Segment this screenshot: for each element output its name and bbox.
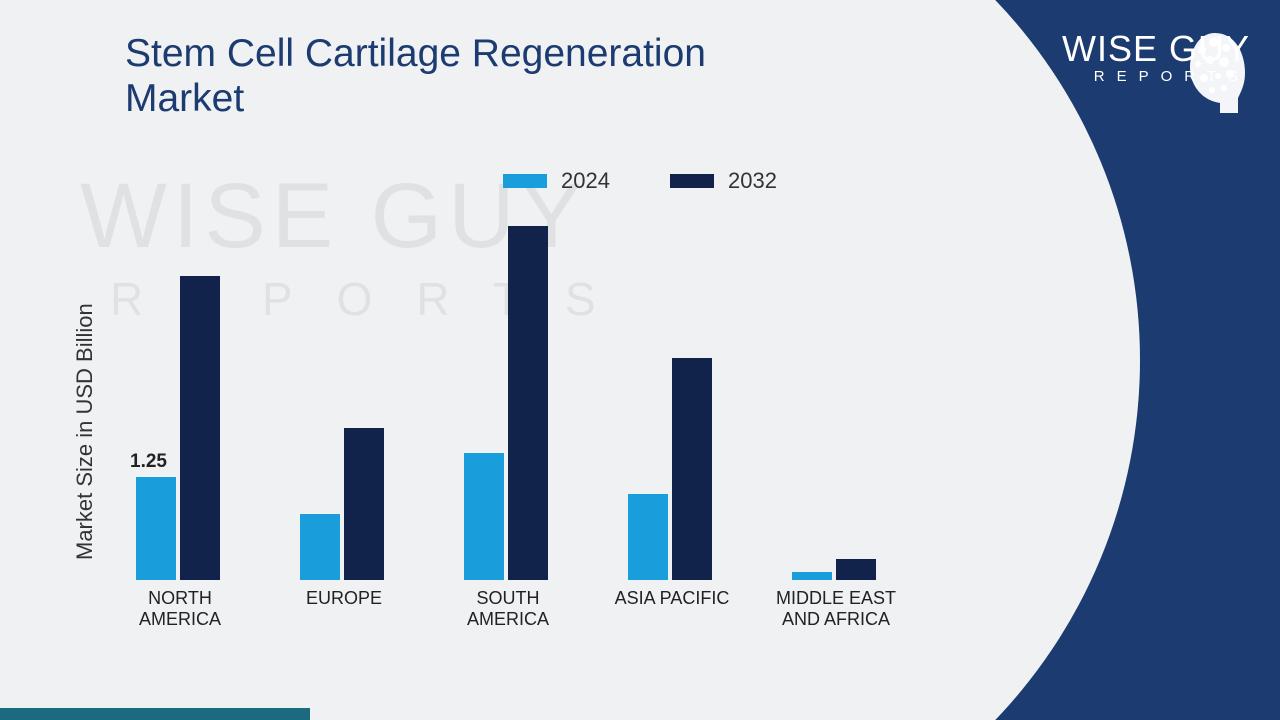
bar	[508, 226, 548, 580]
chart-canvas: WISE GUY REPORTS Stem Cell Cartilage Reg…	[0, 0, 1280, 720]
legend-label: 2024	[561, 168, 610, 194]
category-label: SOUTH AMERICA	[438, 580, 578, 629]
bar	[836, 559, 876, 580]
bar-value-label: 1.25	[130, 451, 167, 473]
bar	[180, 276, 220, 580]
bar	[344, 428, 384, 580]
legend-item: 2032	[670, 168, 777, 194]
category-label: EUROPE	[274, 580, 414, 609]
bar	[300, 514, 340, 580]
category-label: ASIA PACIFIC	[602, 580, 742, 609]
y-axis-label: Market Size in USD Billion	[72, 303, 98, 560]
category-label: NORTH AMERICA	[110, 580, 250, 629]
legend-item: 2024	[503, 168, 610, 194]
bar	[672, 358, 712, 580]
brand-head-icon	[1180, 28, 1250, 118]
category-label: MIDDLE EAST AND AFRICA	[766, 580, 906, 629]
brand-logo: WISE GUY REPORTS	[1062, 28, 1250, 85]
legend: 2024 2032	[0, 168, 1280, 194]
bar	[464, 453, 504, 580]
bar	[136, 477, 176, 580]
legend-label: 2032	[728, 168, 777, 194]
bar	[792, 572, 832, 580]
bar	[628, 494, 668, 580]
legend-swatch	[670, 174, 714, 188]
plot-area: 1.25NORTH AMERICAEUROPESOUTH AMERICAASIA…	[120, 210, 920, 580]
bottom-accent-strip	[0, 708, 310, 720]
legend-swatch	[503, 174, 547, 188]
chart-title: Stem Cell Cartilage Regeneration Market	[125, 32, 825, 122]
